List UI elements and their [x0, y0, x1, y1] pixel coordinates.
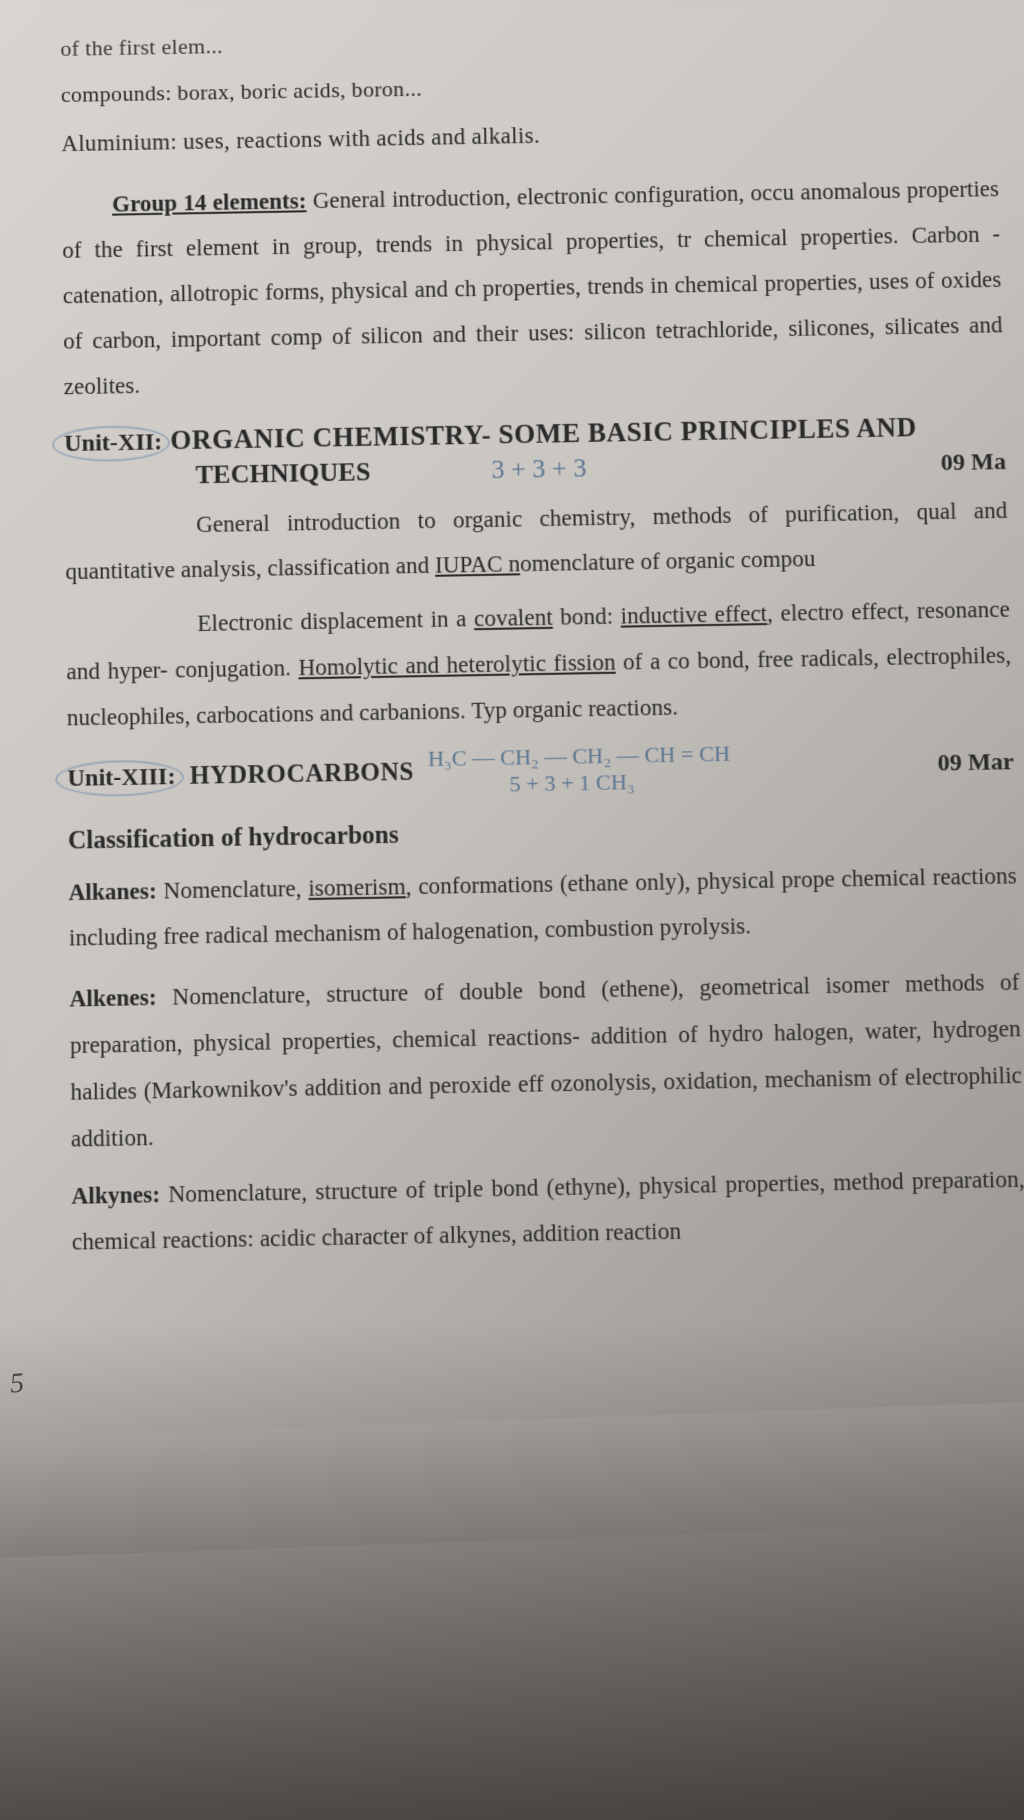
- group14-label: Group 14 elements:: [112, 188, 307, 217]
- alkenes-block: Alkenes: Nomenclature, structure of doub…: [69, 960, 1023, 1163]
- unit13-title: HYDROCARBONS: [190, 758, 415, 791]
- unit13-formula: H₃C — CH₂ — CH₂ — CH = CH 5 + 3 + 1 CH₃: [428, 740, 731, 800]
- unit12-para2: Electronic displacement in a covalent bo…: [66, 587, 1013, 741]
- classification-heading: Classification of hydrocarbons: [68, 810, 1016, 856]
- alkanes-label: Alkanes:: [68, 877, 157, 904]
- unit12-para1-b: omenclature of organic compou: [520, 546, 816, 577]
- unit12-para1: General introduction to organic chemistr…: [65, 488, 1009, 596]
- unit12-para2-a: Electronic displacement in a: [197, 606, 474, 636]
- unit12-handwritten: 3 + 3 + 3: [491, 453, 587, 485]
- formula-line2: 5 + 3 + 1 CH₃: [428, 767, 731, 799]
- unit12-marks: 09 Ma: [941, 448, 1007, 477]
- edge-page-number: 5: [9, 1367, 26, 1400]
- aluminium-text: Aluminium: uses, reactions with acids an…: [61, 105, 998, 165]
- formula-line1: H₃C — CH₂ — CH₂ — CH = CH: [428, 740, 731, 772]
- alkynes-block: Alkynes: Nomenclature, structure of trip…: [71, 1156, 1024, 1266]
- alkenes-text: Nomenclature, structure of double bond (…: [70, 969, 1022, 1151]
- unit13-label: Unit-XIII:: [67, 763, 175, 793]
- alkenes-label: Alkenes:: [69, 984, 156, 1011]
- unit13-marks: 09 Mar: [937, 748, 1014, 777]
- bottom-shadow: [0, 1320, 1024, 1820]
- page-curl-shadow: [0, 1402, 1024, 1558]
- unit12-homolytic: Homolytic and heterolytic fission: [298, 649, 616, 680]
- unit12-subtitle: TECHNIQUES: [195, 456, 370, 490]
- unit12-para2-b: bond:: [552, 603, 620, 630]
- alkynes-label: Alkynes:: [71, 1181, 160, 1209]
- unit12-label: Unit-XII:: [64, 429, 162, 458]
- alkanes-block: Alkanes: Nomenclature, isomerism, confor…: [68, 853, 1018, 962]
- unit12-covalent: covalent: [474, 605, 553, 632]
- unit12-iupac: IUPAC n: [435, 551, 520, 578]
- alkynes-text: Nomenclature, structure of triple bond (…: [72, 1166, 1024, 1256]
- unit13-header-row: Unit-XIII: HYDROCARBONS H₃C — CH₂ — CH₂ …: [67, 735, 1014, 806]
- unit12-inductive: inductive effect: [620, 601, 767, 629]
- document-page: of the first elem... compounds: borax, b…: [0, 0, 1024, 1268]
- alkanes-a: Nomenclature,: [157, 875, 309, 903]
- group14-block: Group 14 elements: General introduction,…: [62, 167, 1005, 410]
- alkanes-isomerism: isomerism: [308, 873, 406, 900]
